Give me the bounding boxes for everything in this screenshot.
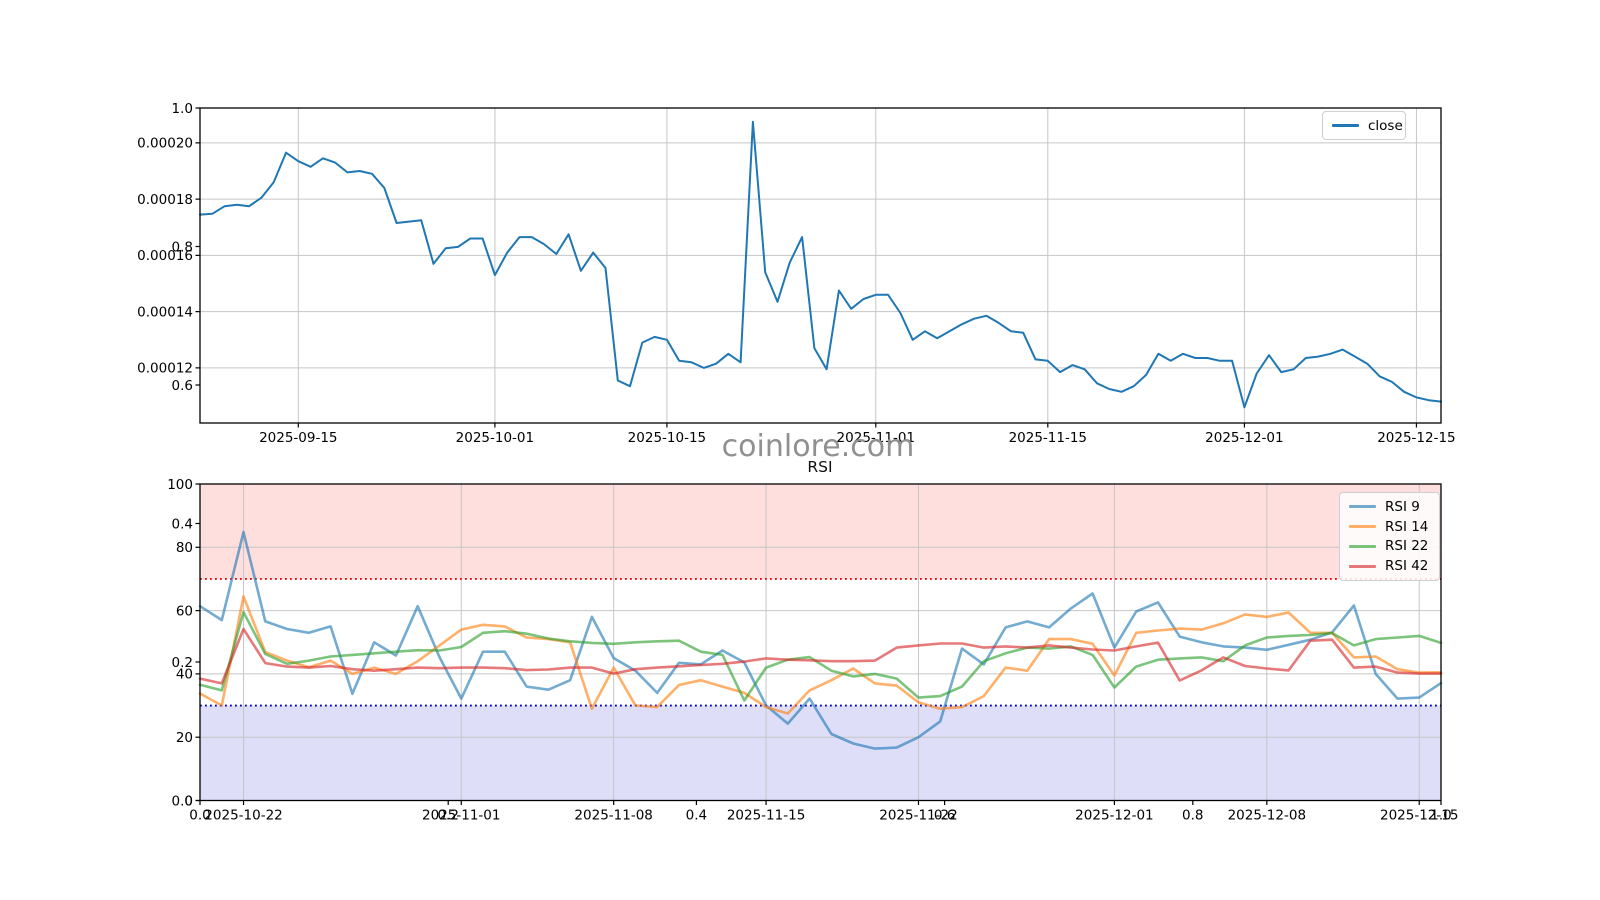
y-tick-label: 40: [176, 667, 193, 683]
rsi14-legend-label: RSI 14: [1385, 518, 1429, 535]
price-legend-label: close: [1368, 117, 1403, 134]
axes-spine: [199, 483, 1442, 802]
overlay-x-tick-label: 0.6: [934, 808, 955, 824]
rsi-chart-title: RSI: [807, 458, 833, 476]
x-tick-label: 2025-09-15: [259, 430, 337, 446]
y-tick-label: 20: [176, 730, 193, 746]
rsi9-line-sample: [1349, 505, 1376, 509]
rsi22-legend-label: RSI 22: [1385, 538, 1429, 555]
x-tick-label: 2025-12-01: [1205, 430, 1283, 446]
overlay-y-tick-label: 0.8: [172, 239, 193, 255]
rsi-legend: RSI 9 RSI 14 RSI 22 RSI 42: [1339, 492, 1440, 581]
y-tick-label: 0.00012: [137, 361, 193, 377]
x-tick-label: 2025-12-15: [1377, 430, 1455, 446]
overlay-x-tick-label: 1.0: [1430, 808, 1451, 824]
rsi42-legend-label: RSI 42: [1385, 558, 1429, 575]
rsi9-line: [198, 530, 1443, 750]
overlay-x-tick-label: 0.2: [437, 808, 458, 824]
overlay-x-tick-label: 0.0: [189, 808, 210, 824]
y-tick-label: 0.00018: [137, 192, 193, 208]
oversold-band: [200, 705, 1441, 801]
rsi42-line-sample: [1349, 564, 1376, 568]
overlay-x-tick-label: 0.4: [686, 808, 707, 824]
overlay-y-tick-label: 1.0: [172, 101, 193, 117]
x-tick-label: 2025-11-22: [879, 808, 957, 824]
rsi14-line: [198, 595, 1443, 715]
y-tick-label: 0.00014: [137, 304, 193, 320]
x-tick-label: 2025-11-15: [727, 808, 805, 824]
x-tick-label: 2025-12-15: [1380, 808, 1458, 824]
axes-spine: [199, 107, 1442, 424]
rsi42-line: [198, 627, 1443, 685]
price-legend: close: [1322, 111, 1406, 140]
overbought-band: [200, 484, 1441, 579]
rsi22-line-sample: [1349, 544, 1376, 548]
x-tick-label: 2025-11-01: [837, 430, 915, 446]
x-tick-label: 2025-11-01: [422, 808, 500, 824]
x-tick-label: 2025-10-01: [456, 430, 534, 446]
y-tick-label: 60: [176, 603, 193, 619]
x-tick-label: 2025-10-15: [628, 430, 706, 446]
x-tick-label: 2025-12-08: [1228, 808, 1306, 824]
x-tick-label: 2025-10-22: [204, 808, 282, 824]
y-tick-label: 80: [176, 540, 193, 556]
overlay-y-tick-label: 0.4: [172, 516, 193, 532]
rsi-legend-row: RSI 9: [1349, 499, 1430, 515]
overlay-y-tick-label: 0.2: [172, 655, 193, 671]
y-tick-label: 0.00020: [137, 136, 193, 152]
close-line: [199, 120, 1442, 409]
rsi9-legend-label: RSI 9: [1385, 498, 1420, 515]
rsi-legend-row: RSI 22: [1349, 538, 1430, 554]
overlay-x-tick-label: 0.8: [1182, 808, 1203, 824]
rsi-legend-row: RSI 42: [1349, 558, 1430, 574]
y-tick-label: 0: [184, 793, 193, 809]
rsi-legend-row: RSI 14: [1349, 519, 1430, 535]
x-tick-label: 2025-12-01: [1075, 808, 1153, 824]
close-line-sample: [1332, 124, 1359, 127]
x-tick-label: 2025-11-15: [1009, 430, 1087, 446]
overlay-y-tick-label: 0.0: [172, 793, 193, 809]
y-tick-label: 0.00016: [137, 248, 193, 264]
x-tick-label: 2025-11-08: [574, 808, 652, 824]
rsi14-line-sample: [1349, 525, 1376, 529]
overlay-y-tick-label: 0.6: [172, 378, 193, 394]
rsi22-line: [198, 610, 1443, 702]
watermark: coinlore.com: [721, 429, 915, 464]
y-tick-label: 100: [167, 477, 193, 493]
